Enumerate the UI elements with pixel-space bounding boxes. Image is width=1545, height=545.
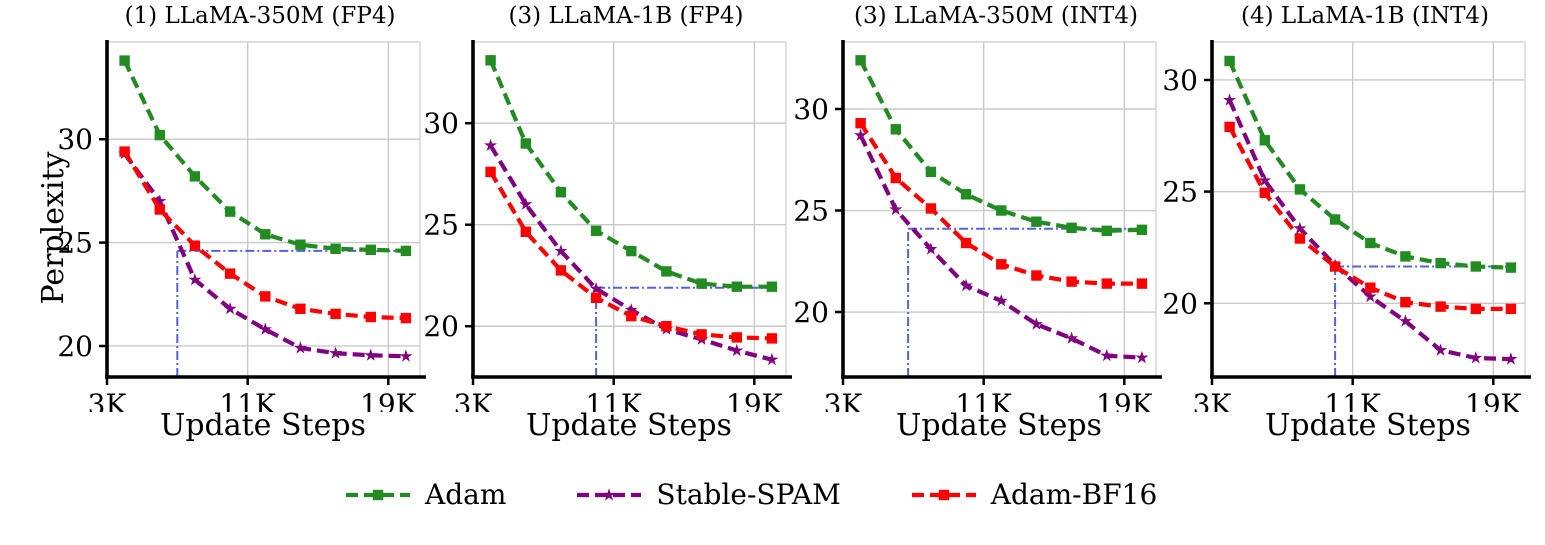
legend-label-stable-spam: Stable-SPAM xyxy=(656,478,841,511)
chart-title: (3) LLaMA-1B (FP4) xyxy=(508,3,744,29)
svg-text:30: 30 xyxy=(1162,64,1198,97)
x-axis-label: Update Steps xyxy=(160,408,366,443)
x-axis-label: Update Steps xyxy=(1265,408,1471,443)
chart-panel-llama-350m-fp4: Perplexity (1) LLaMA-350M (FP4) 20 25 30 3K… xyxy=(30,0,427,460)
svg-text:3K: 3K xyxy=(824,388,864,412)
chart-title: (4) LLaMA-1B (INT4) xyxy=(1240,3,1490,29)
chart-title: (3) LLaMA-350M (INT4) xyxy=(854,3,1138,29)
plot-llama-1b-int4: 20 25 30 3K 11K 19K xyxy=(1162,40,1531,412)
svg-text:3K: 3K xyxy=(88,388,128,412)
x-axis-label: Update Steps xyxy=(526,408,732,443)
svg-text:30: 30 xyxy=(793,93,829,126)
adam-line-sample-icon xyxy=(346,489,410,500)
svg-text:20: 20 xyxy=(793,296,829,329)
legend-label-adam: Adam xyxy=(425,478,507,511)
legend-label-adam-bf16: Adam-BF16 xyxy=(990,478,1158,511)
chart-panel-llama-1b-fp4: (3) LLaMA-1B (FP4) 20 25 30 3K 11K 19K Update… xyxy=(396,0,793,460)
legend-item-adam: Adam xyxy=(345,478,506,511)
svg-text:19K: 19K xyxy=(1465,388,1523,412)
svg-text:11K: 11K xyxy=(585,388,643,412)
svg-text:11K: 11K xyxy=(955,388,1013,412)
chart-panel-llama-350m-int4: (3) LLaMA-350M (INT4) 20 25 30 3K 11K 19K Upd… xyxy=(766,0,1163,460)
chart-title: (1) LLaMA-350M (FP4) xyxy=(124,3,396,29)
svg-text:3K: 3K xyxy=(454,388,494,412)
svg-text:11K: 11K xyxy=(219,388,277,412)
svg-text:30: 30 xyxy=(57,123,93,156)
legend-item-stable-spam: Stable-SPAM xyxy=(576,478,841,511)
chart-panel-llama-1b-int4: (4) LLaMA-1B (INT4) 20 25 30 3K 11K 19K Updat… xyxy=(1135,0,1532,460)
svg-text:25: 25 xyxy=(57,227,93,260)
svg-text:25: 25 xyxy=(1162,176,1198,209)
svg-text:25: 25 xyxy=(423,209,459,242)
svg-text:20: 20 xyxy=(1162,287,1198,320)
svg-text:30: 30 xyxy=(423,107,459,140)
adam-bf16-line-sample-icon xyxy=(911,489,976,500)
plot-llama-350m-int4: 20 25 30 3K 11K 19K xyxy=(793,40,1162,412)
svg-text:19K: 19K xyxy=(360,388,418,412)
svg-text:20: 20 xyxy=(423,310,459,343)
stable-spam-line-sample-icon xyxy=(577,487,642,500)
svg-text:20: 20 xyxy=(57,330,93,363)
svg-text:19K: 19K xyxy=(1096,388,1154,412)
x-axis-label: Update Steps xyxy=(896,408,1102,443)
legend-item-adam-bf16: Adam-BF16 xyxy=(911,478,1157,511)
svg-text:25: 25 xyxy=(793,195,829,228)
legend: Adam Stable-SPAM Adam-BF16 xyxy=(345,478,1157,511)
plot-llama-1b-fp4: 20 25 30 3K 11K 19K xyxy=(423,40,792,412)
svg-text:19K: 19K xyxy=(726,388,784,412)
svg-text:3K: 3K xyxy=(1193,388,1233,412)
plot-llama-350m-fp4: 20 25 30 3K 11K 19K xyxy=(57,40,426,412)
svg-text:11K: 11K xyxy=(1324,388,1382,412)
